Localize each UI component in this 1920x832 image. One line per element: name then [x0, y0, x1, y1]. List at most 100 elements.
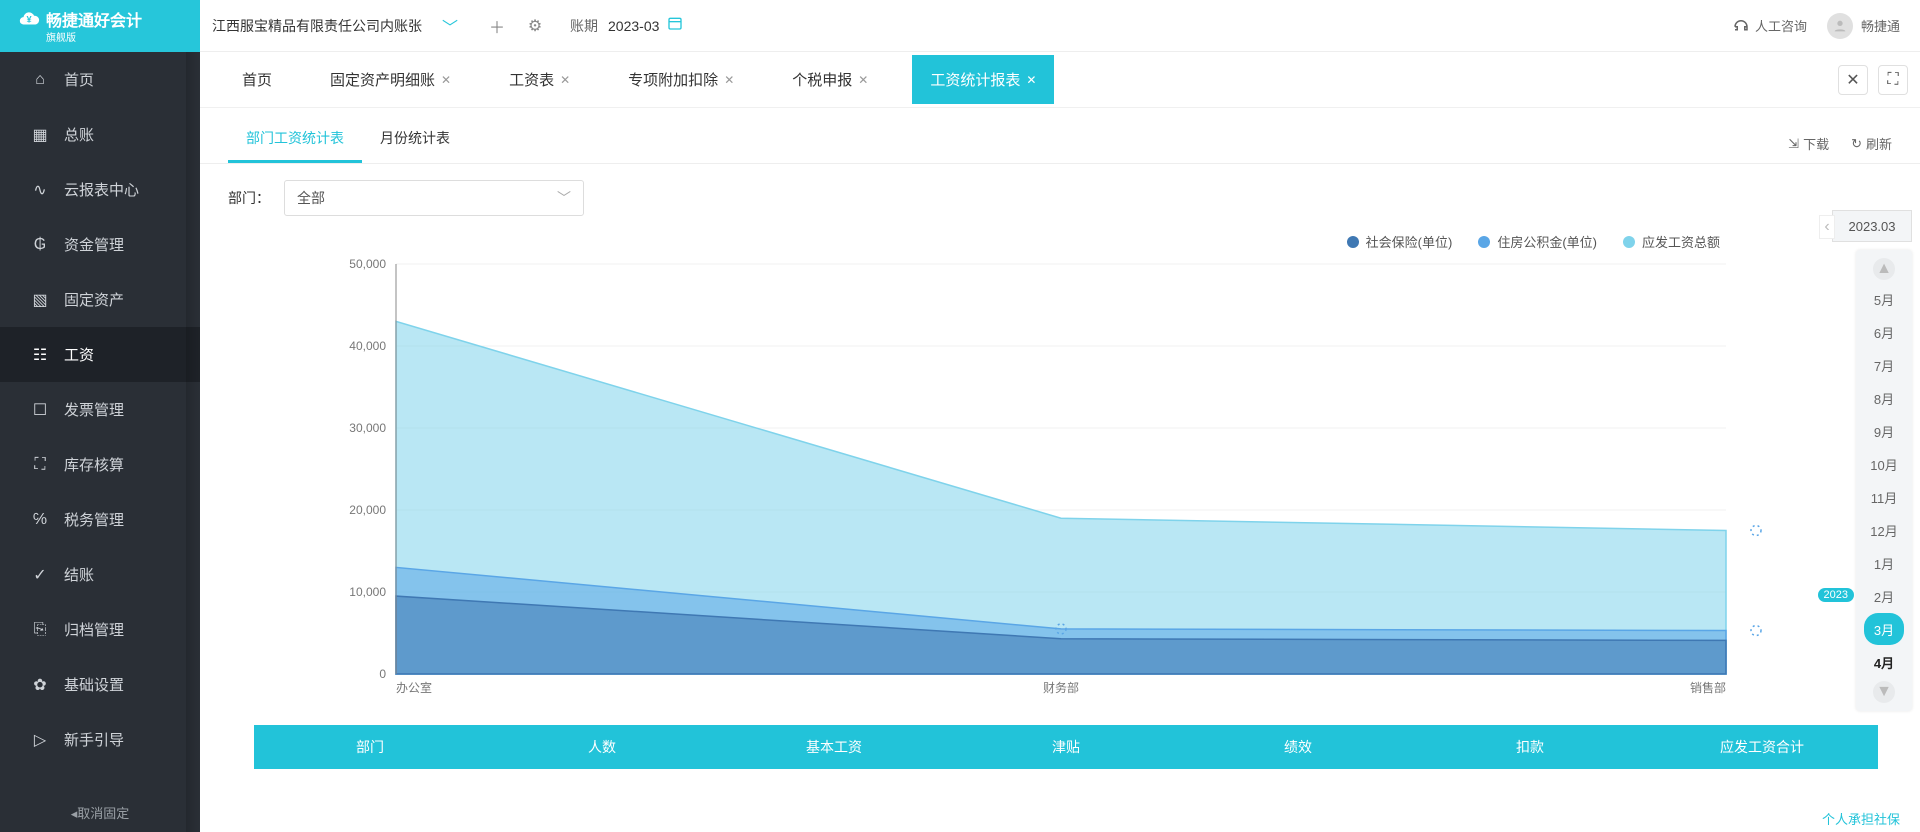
- sidebar-item-3[interactable]: ₲资金管理: [0, 217, 200, 272]
- sidebar-item-label: 云报表中心: [64, 179, 139, 200]
- sidebar-item-0[interactable]: ⌂首页: [0, 52, 200, 107]
- download-button[interactable]: ⇲ 下载: [1788, 134, 1829, 153]
- support-label: 人工咨询: [1755, 16, 1807, 35]
- tab-5[interactable]: 工资统计报表✕: [912, 55, 1054, 104]
- sidebar-unpin[interactable]: ◂取消固定: [0, 803, 200, 822]
- period-label: 账期: [570, 16, 598, 36]
- sidebar-item-label: 基础设置: [64, 674, 124, 695]
- sidebar-item-9[interactable]: ✓ 结账: [0, 547, 200, 602]
- tab-close-icon[interactable]: ✕: [560, 73, 570, 87]
- month-rail-header[interactable]: 2023.03: [1832, 210, 1912, 242]
- sidebar-item-10[interactable]: ⎘ 归档管理: [0, 602, 200, 657]
- sidebar-item-label: 归档管理: [64, 619, 124, 640]
- subtab-0[interactable]: 部门工资统计表: [228, 116, 362, 163]
- fullscreen-icon[interactable]: ⛶: [1878, 65, 1908, 95]
- svg-text:20,000: 20,000: [349, 503, 386, 517]
- rail-down-icon[interactable]: ▼: [1873, 681, 1895, 703]
- calendar-icon[interactable]: [667, 15, 683, 36]
- rail-month[interactable]: 7月: [1864, 349, 1904, 381]
- sidebar-icon: ∿: [30, 180, 50, 200]
- rail-month[interactable]: 5月: [1864, 283, 1904, 315]
- svg-text:财务部: 财务部: [1043, 680, 1079, 695]
- rail-up-icon[interactable]: ▲: [1873, 258, 1895, 280]
- subtab-1[interactable]: 月份统计表: [362, 116, 468, 163]
- svg-text:40,000: 40,000: [349, 339, 386, 353]
- tab-close-icon[interactable]: ✕: [858, 73, 868, 87]
- chevron-down-icon: ﹀: [557, 188, 571, 208]
- sidebar-item-7[interactable]: ⛶库存核算: [0, 437, 200, 492]
- headset-icon: [1732, 17, 1750, 35]
- legend-item[interactable]: 应发工资总额: [1623, 232, 1720, 251]
- tab-4[interactable]: 个税申报✕: [778, 61, 882, 98]
- company-dropdown-icon[interactable]: ﹀: [442, 14, 458, 38]
- rail-month[interactable]: 8月: [1864, 382, 1904, 414]
- sidebar-icon: ▧: [30, 290, 50, 310]
- user-menu[interactable]: 畅捷通: [1827, 13, 1900, 39]
- tab-close-all-icon[interactable]: ✕: [1838, 65, 1868, 95]
- sidebar-icon: ☐: [30, 400, 50, 420]
- sidebar-item-11[interactable]: ✿基础设置: [0, 657, 200, 712]
- tab-close-icon[interactable]: ✕: [724, 73, 734, 87]
- rail-month[interactable]: 10月: [1864, 448, 1904, 480]
- sidebar-item-4[interactable]: ▧固定资产: [0, 272, 200, 327]
- legend-item[interactable]: 社会保险(单位): [1347, 232, 1453, 251]
- tab-1[interactable]: 固定资产明细账✕: [316, 61, 465, 98]
- rail-month[interactable]: 1月: [1864, 547, 1904, 579]
- cloud-logo-icon: ¥: [18, 8, 40, 30]
- sidebar-icon: ▦: [30, 125, 50, 145]
- tab-close-icon[interactable]: ✕: [1026, 73, 1036, 87]
- year-pill: 2023: [1818, 588, 1854, 602]
- rail-month[interactable]: 12月: [1864, 514, 1904, 546]
- table-col-header: 扣款: [1414, 737, 1646, 757]
- legend-dot-icon: [1478, 236, 1490, 248]
- svg-text:30,000: 30,000: [349, 421, 386, 435]
- rail-month[interactable]: 6月: [1864, 316, 1904, 348]
- rail-month[interactable]: 4月: [1864, 646, 1904, 678]
- dept-select-value: 全部: [297, 188, 325, 208]
- add-icon[interactable]: ＋: [486, 14, 508, 38]
- table-header-bar: 部门人数基本工资津贴绩效扣款应发工资合计: [254, 725, 1878, 769]
- rail-month[interactable]: 11月: [1864, 481, 1904, 513]
- tab-close-icon[interactable]: ✕: [441, 73, 451, 87]
- support-link[interactable]: 人工咨询: [1732, 16, 1807, 35]
- sidebar-icon: ▷: [30, 730, 50, 750]
- sidebar-icon: ✓: [30, 565, 50, 585]
- logo-text: 畅捷通好会计: [46, 7, 142, 31]
- logo-subtitle: 旗舰版: [46, 29, 200, 44]
- rail-month[interactable]: 9月: [1864, 415, 1904, 447]
- sidebar-icon: ☷: [30, 345, 50, 365]
- sidebar-item-2[interactable]: ∿ 云报表中心: [0, 162, 200, 217]
- tab-3[interactable]: 专项附加扣除✕: [614, 61, 748, 98]
- legend-item[interactable]: 住房公积金(单位): [1478, 232, 1597, 251]
- sidebar-item-label: 新手引导: [64, 729, 124, 750]
- sidebar-item-1[interactable]: ▦总账: [0, 107, 200, 162]
- sidebar-item-5[interactable]: ☷ 工资: [0, 327, 200, 382]
- sidebar-icon: ℅: [30, 511, 50, 529]
- gear-icon[interactable]: ⚙: [524, 16, 546, 36]
- month-rail: ▲ 5月6月7月8月9月10月11月12月1月2月3月4月 ▼: [1856, 250, 1912, 711]
- sidebar-item-label: 结账: [64, 564, 94, 585]
- sidebar-icon: ⌂: [30, 71, 50, 89]
- sidebar-item-8[interactable]: ℅ 税务管理: [0, 492, 200, 547]
- company-name[interactable]: 江西服宝精品有限责任公司内账张: [212, 16, 422, 36]
- table-col-header: 应发工资合计: [1646, 737, 1878, 757]
- rail-month[interactable]: 3月: [1864, 613, 1904, 645]
- legend-dot-icon: [1623, 236, 1635, 248]
- period-value[interactable]: 2023-03: [608, 18, 659, 34]
- dept-filter-label: 部门：: [228, 188, 270, 208]
- dept-select[interactable]: 全部 ﹀: [284, 180, 584, 216]
- svg-text:10,000: 10,000: [349, 585, 386, 599]
- tab-0[interactable]: 首页: [228, 61, 286, 98]
- sidebar-item-label: 库存核算: [64, 454, 124, 475]
- app-header: ¥ 畅捷通好会计 旗舰版 江西服宝精品有限责任公司内账张 ﹀ ＋ ⚙ 账期 20…: [0, 0, 1920, 52]
- sidebar-item-6[interactable]: ☐发票管理: [0, 382, 200, 437]
- rail-month[interactable]: 2月: [1864, 580, 1904, 612]
- sidebar-item-12[interactable]: ▷ 新手引导: [0, 712, 200, 767]
- sidebar-item-label: 工资: [64, 344, 94, 365]
- sidebar-icon: ⎘: [30, 621, 50, 639]
- svg-text:50,000: 50,000: [349, 257, 386, 271]
- svg-text:0: 0: [379, 667, 386, 681]
- refresh-button[interactable]: ↻ 刷新: [1851, 134, 1892, 153]
- tab-2[interactable]: 工资表✕: [495, 61, 584, 98]
- sidebar-item-label: 税务管理: [64, 509, 124, 530]
